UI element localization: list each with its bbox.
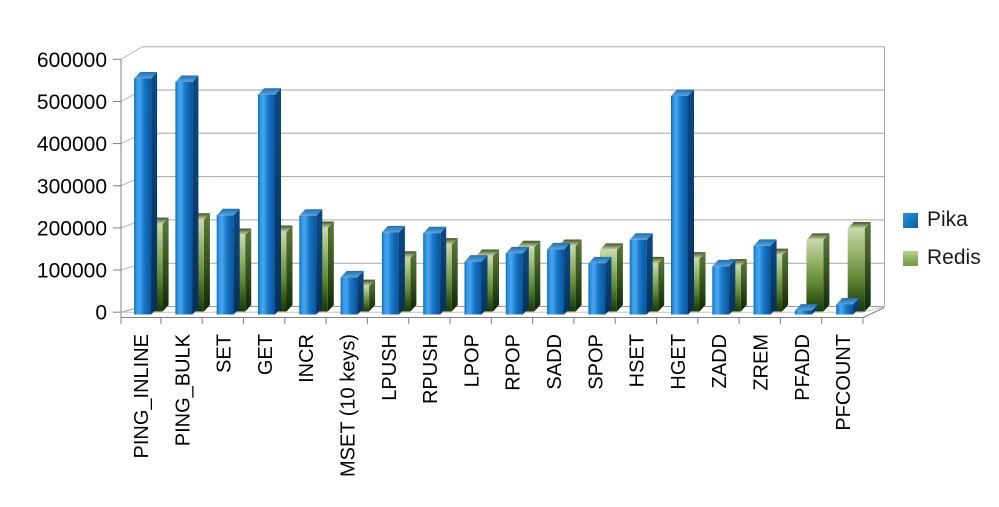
y-axis-tick-label: 0 xyxy=(95,302,107,325)
legend-swatch-pika-icon xyxy=(903,212,918,228)
x-category-label: RPOP xyxy=(503,334,525,391)
bar-pika-PFADD xyxy=(794,304,818,315)
x-category-label: SADD xyxy=(544,334,566,390)
bar-pika-HGET xyxy=(671,89,694,315)
x-category-label: PING_INLINE xyxy=(131,334,153,458)
legend-swatch-redis-icon xyxy=(903,250,918,266)
bar-pika-INCR xyxy=(299,209,323,315)
legend-item-pika: Pika xyxy=(903,208,981,232)
bar-pika-LPUSH xyxy=(381,225,405,315)
bar-pika-HSET xyxy=(629,233,653,315)
bar-pika-SPOP xyxy=(588,256,612,315)
x-category-label: PFADD xyxy=(792,334,814,401)
x-category-label: LPUSH xyxy=(379,334,401,401)
legend-label-pika: Pika xyxy=(927,208,968,231)
bar-pika-ZREM xyxy=(753,239,777,315)
bar-redis-PFCOUNT xyxy=(847,221,871,312)
x-category-label: RPUSH xyxy=(420,334,442,404)
x-category-label: PFCOUNT xyxy=(833,334,855,431)
x-category-label: ZADD xyxy=(709,334,731,388)
legend: Pika Redis xyxy=(903,208,981,284)
x-category-label: PING_BULK xyxy=(172,333,194,446)
bar-pika-GET xyxy=(258,88,281,315)
bar-pika-SET xyxy=(216,208,240,315)
bar-pika-RPOP xyxy=(505,246,529,315)
x-category-label: ZREM xyxy=(751,334,773,391)
x-category-label: SPOP xyxy=(585,334,607,390)
bar-pika-LPOP xyxy=(464,255,488,315)
left-wall-slant xyxy=(120,46,143,60)
x-category-label: HSET xyxy=(627,334,649,387)
legend-item-redis: Redis xyxy=(903,246,981,270)
x-category-label: HGET xyxy=(668,334,690,390)
x-category-label: INCR xyxy=(296,334,318,383)
bar-pika-RPUSH xyxy=(423,226,447,315)
y-axis-tick-label: 600000 xyxy=(37,49,107,72)
bar-pika-ZADD xyxy=(712,259,736,315)
x-category-label: MSET (10 keys) xyxy=(338,334,360,477)
bar-pika-PFCOUNT xyxy=(836,297,860,315)
legend-label-redis: Redis xyxy=(927,246,981,269)
y-axis-tick-label: 200000 xyxy=(37,217,107,240)
y-axis-tick-label: 100000 xyxy=(37,260,107,283)
y-axis-tick-label: 500000 xyxy=(37,91,107,114)
y-axis-tick-label: 400000 xyxy=(37,133,107,156)
bar-pika-PING_INLINE xyxy=(134,72,158,315)
x-category-label: GET xyxy=(255,334,277,375)
x-category-label: LPOP xyxy=(461,334,483,387)
floor-bottom-right-edge xyxy=(862,307,885,318)
y-axis-tick-label: 300000 xyxy=(37,175,107,198)
bar-redis-PFADD xyxy=(806,233,830,312)
x-category-label: SET xyxy=(214,334,236,373)
bar-pika-PING_BULK xyxy=(175,75,199,315)
floor-top-right-edge xyxy=(862,306,885,313)
bar-pika-SADD xyxy=(547,242,571,315)
bar-pika-MSET (10 keys) xyxy=(340,270,364,315)
